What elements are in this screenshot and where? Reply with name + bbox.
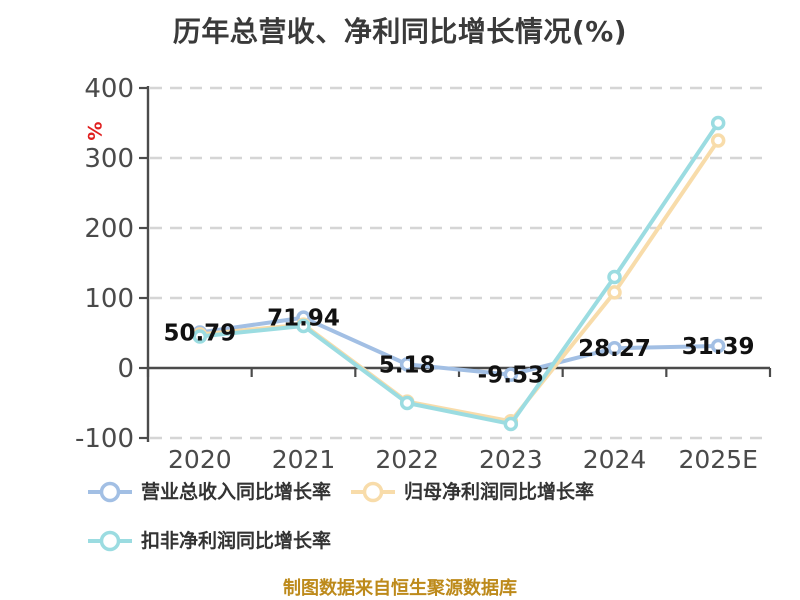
series-line-1[interactable] — [197, 138, 721, 424]
legend-label-revenue: 营业总收入同比增长率 — [141, 481, 332, 503]
legend: 营业总收入同比增长率 归母净利润同比增长率 — [88, 478, 594, 506]
legend-line-marker-icon — [351, 481, 396, 503]
legend-item-net-profit[interactable]: 归母净利润同比增长率 — [351, 478, 594, 506]
data-point[interactable] — [710, 338, 726, 354]
y-axis-label: 200 — [84, 214, 134, 244]
y-axis-label: 400 — [84, 74, 134, 104]
x-axis-label: 2024 — [583, 445, 647, 474]
data-point[interactable] — [607, 285, 622, 300]
data-point[interactable] — [710, 133, 726, 148]
data-label: -9.53 — [478, 363, 544, 389]
legend-item-non-gaap[interactable]: 扣非净利润同比增长率 — [88, 527, 331, 555]
legend-line-marker-icon — [88, 481, 132, 503]
series-line-0[interactable] — [197, 315, 721, 377]
data-point[interactable] — [399, 357, 415, 372]
y-axis-label: 300 — [84, 144, 134, 174]
data-point[interactable] — [607, 269, 622, 285]
legend-label-net-profit: 归母净利润同比增长率 — [404, 481, 595, 503]
data-label: 71.94 — [267, 306, 340, 332]
chart-title: 历年总营收、净利同比增长情况(%) — [172, 15, 628, 48]
y-axis-label: -100 — [75, 424, 134, 454]
y-axis-unit-label: % — [83, 121, 105, 140]
x-axis-label: 2022 — [375, 445, 439, 474]
data-label: 50.79 — [163, 320, 236, 346]
data-point[interactable] — [192, 329, 208, 344]
y-axis-label: 0 — [117, 354, 134, 384]
data-point[interactable] — [710, 115, 726, 131]
x-axis-label: 2021 — [272, 445, 336, 474]
data-label: 28.27 — [578, 336, 651, 362]
legend-item-revenue[interactable]: 营业总收入同比增长率 — [88, 478, 331, 506]
chart-canvas: 400 300 200 100 0 -100% 2020 2021 2022 2023 2024 20… — [75, 74, 772, 474]
legend-row-2: 扣非净利润同比增长率 — [88, 527, 331, 555]
data-label: 5.18 — [379, 352, 436, 378]
legend-line-marker-icon — [88, 530, 132, 552]
x-axis-label: 2020 — [168, 445, 232, 474]
legend-label-non-gaap: 扣非净利润同比增长率 — [141, 530, 332, 552]
data-source-note: 制图数据来自恒生聚源数据库 — [283, 578, 517, 599]
x-axis-label: 2025E — [678, 445, 757, 474]
data-point[interactable] — [399, 395, 415, 411]
data-point[interactable] — [503, 416, 519, 432]
x-axis-label: 2023 — [479, 445, 543, 474]
data-point[interactable] — [607, 340, 622, 356]
data-point[interactable] — [296, 318, 311, 334]
data-point[interactable] — [503, 367, 519, 382]
y-axis-label: 100 — [84, 284, 134, 314]
data-label: 31.39 — [682, 334, 755, 360]
series-line-2[interactable] — [197, 121, 721, 426]
